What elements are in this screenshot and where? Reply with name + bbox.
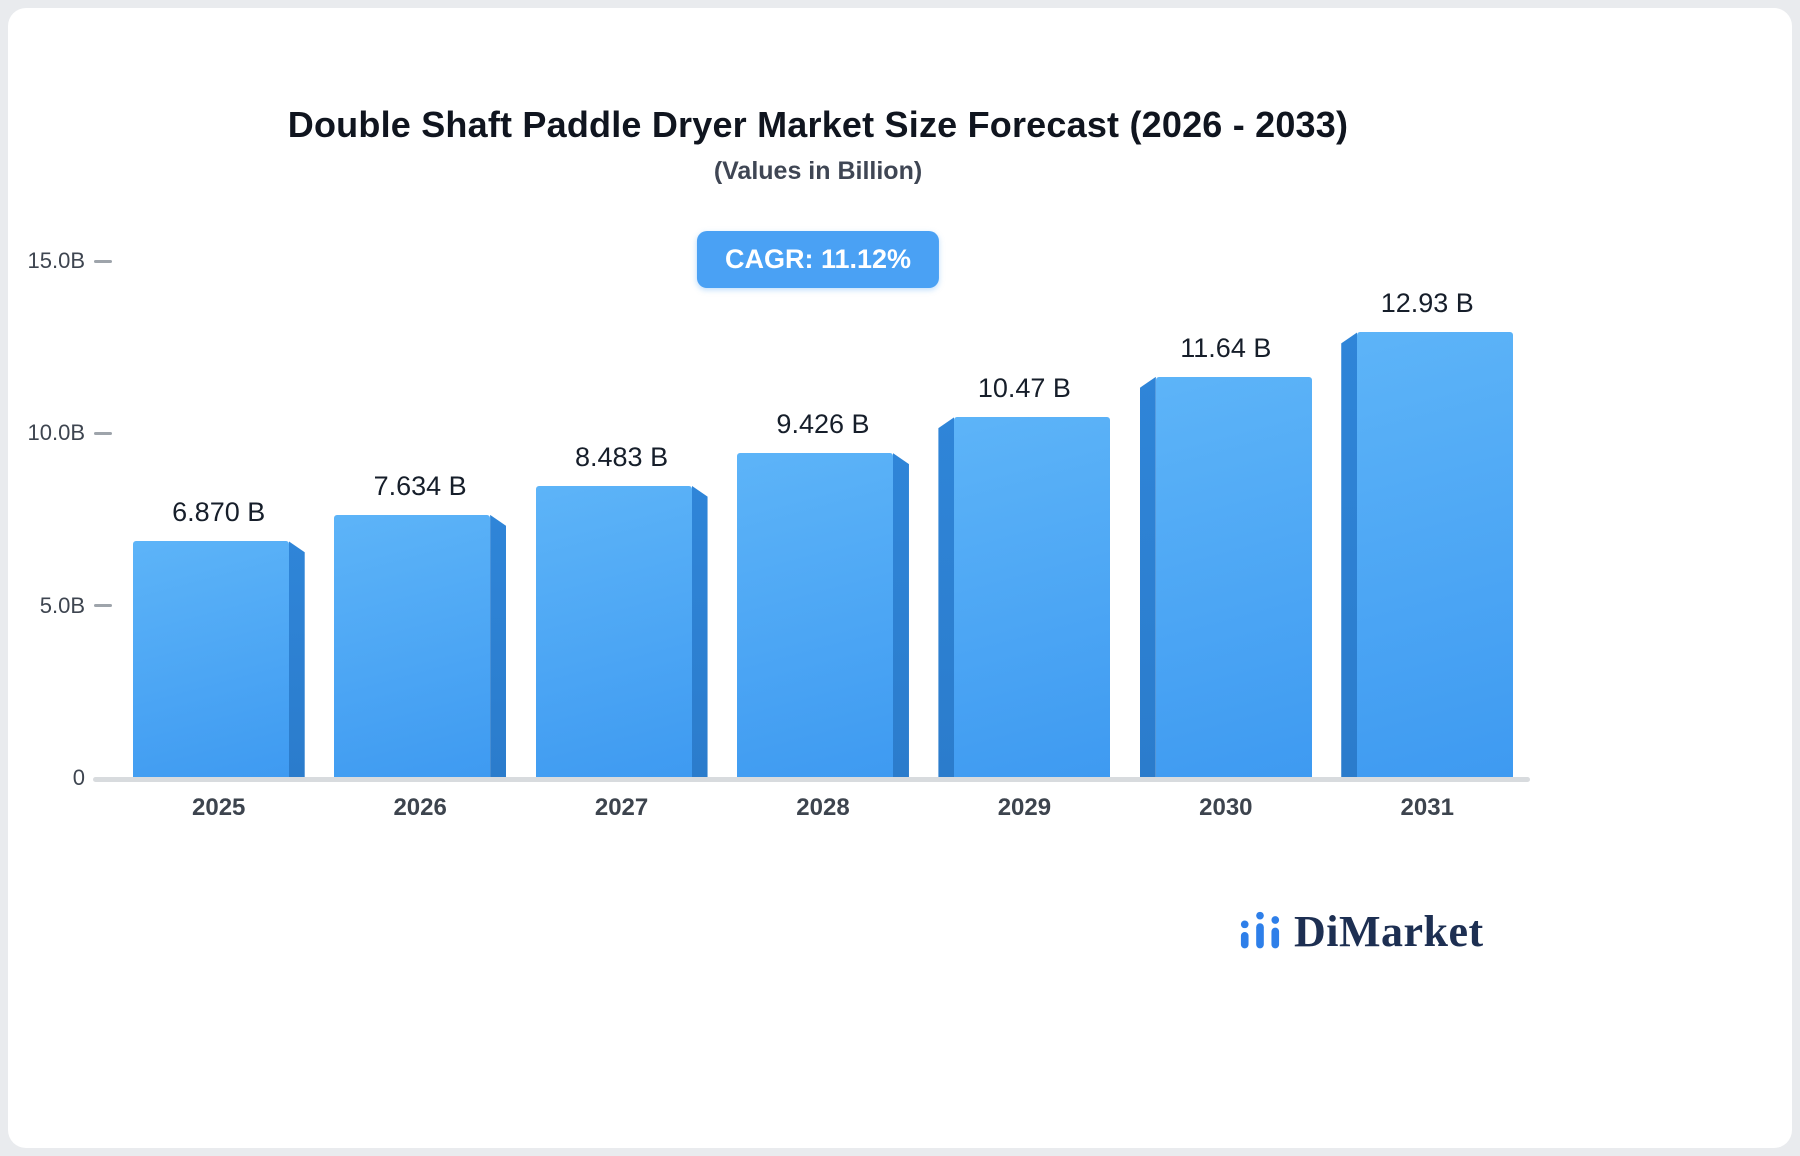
bar-value-label: 6.870 B — [172, 497, 266, 528]
y-tick: 0 — [73, 765, 112, 791]
bar-value-label: 8.483 B — [575, 441, 669, 472]
bar-value-label: 12.93 B — [1380, 288, 1474, 319]
bar-2030: 11.64 B — [1139, 333, 1312, 778]
x-axis-label: 2025 — [192, 794, 246, 821]
bar-2026: 7.634 B — [334, 471, 507, 778]
bar-side-shadow — [938, 417, 955, 778]
bar-side-shadow — [892, 453, 909, 778]
brand-logo: DiMarket — [1236, 906, 1484, 957]
bar-face — [1155, 376, 1312, 778]
chart-title: Double Shaft Paddle Dryer Market Size Fo… — [287, 104, 1349, 145]
x-axis-label: 2026 — [393, 794, 447, 821]
bar-face — [736, 453, 893, 778]
plot-area: 15.0B 10.0B 5.0B 0 6.870 B 7.634 B 8.483 B 9.4… — [28, 248, 1530, 790]
bar-face — [132, 541, 289, 778]
bar-side-shadow — [691, 485, 708, 778]
x-axis-label: 2028 — [796, 794, 850, 821]
bar-2031: 12.93 B — [1341, 288, 1514, 778]
bar-value-label: 9.426 B — [776, 409, 870, 440]
bar-value-label: 10.47 B — [977, 373, 1071, 404]
bar-slot: 7.634 B — [319, 261, 520, 778]
x-axis-line — [93, 777, 1530, 782]
bar-side-shadow — [490, 514, 507, 778]
bar-slot: 6.870 B — [118, 261, 319, 778]
y-tick-label: 0 — [72, 765, 85, 790]
y-tick: 10.0B — [27, 420, 112, 446]
y-axis: 15.0B 10.0B 5.0B 0 — [28, 248, 1528, 790]
bar-2027: 8.483 B — [535, 442, 708, 778]
x-axis-label: 2031 — [1400, 794, 1454, 821]
bar-slot: 8.483 B — [521, 261, 722, 778]
bar-value-label: 7.634 B — [373, 470, 467, 501]
bar-side-shadow — [1139, 376, 1156, 778]
x-axis-label: 2027 — [594, 794, 649, 821]
bar-side-shadow — [1341, 332, 1358, 778]
cagr-badge: CAGR: 11.12% — [696, 231, 940, 288]
brand-name: DiMarket — [1294, 907, 1484, 956]
bar-slot: 10.47 B — [924, 261, 1125, 778]
bar-face — [535, 485, 692, 778]
bar-value-label: 11.64 B — [1180, 332, 1272, 363]
y-tick-label: 5.0B — [39, 592, 85, 618]
bar-face — [954, 417, 1111, 778]
bar-chart-icon — [1240, 911, 1280, 948]
y-tick-mark — [94, 604, 112, 608]
x-axis-label: 2030 — [1199, 794, 1253, 821]
bar-2028: 9.426 B — [736, 409, 909, 778]
y-tick: 5.0B — [40, 593, 112, 619]
x-axis-label: 2029 — [997, 794, 1052, 821]
bar-slot: 12.93 B — [1327, 261, 1528, 778]
bar-slot: 11.64 B — [1125, 261, 1326, 778]
bar-side-shadow — [288, 541, 305, 778]
bar-slot: 9.426 B — [722, 261, 923, 778]
bar-face — [1357, 332, 1514, 778]
y-tick-mark — [94, 259, 112, 263]
y-tick-mark — [94, 431, 112, 435]
bar-2025: 6.870 B — [132, 497, 305, 778]
x-axis-labels: 2025 2026 2027 2028 2029 2030 2031 — [118, 794, 1528, 822]
chart-card: Double Shaft Paddle Dryer Market Size Fo… — [8, 8, 1792, 1148]
y-tick: 15.0B — [27, 248, 112, 274]
y-tick-label: 15.0B — [27, 248, 86, 273]
bar-2029: 10.47 B — [938, 373, 1111, 778]
bars-container: 6.870 B 7.634 B 8.483 B 9.426 B 10.47 B 11.64… — [118, 261, 1528, 778]
chart-subtitle: (Values in Billion) — [713, 157, 923, 185]
y-tick-label: 10.0B — [27, 420, 86, 446]
bar-face — [334, 514, 491, 778]
